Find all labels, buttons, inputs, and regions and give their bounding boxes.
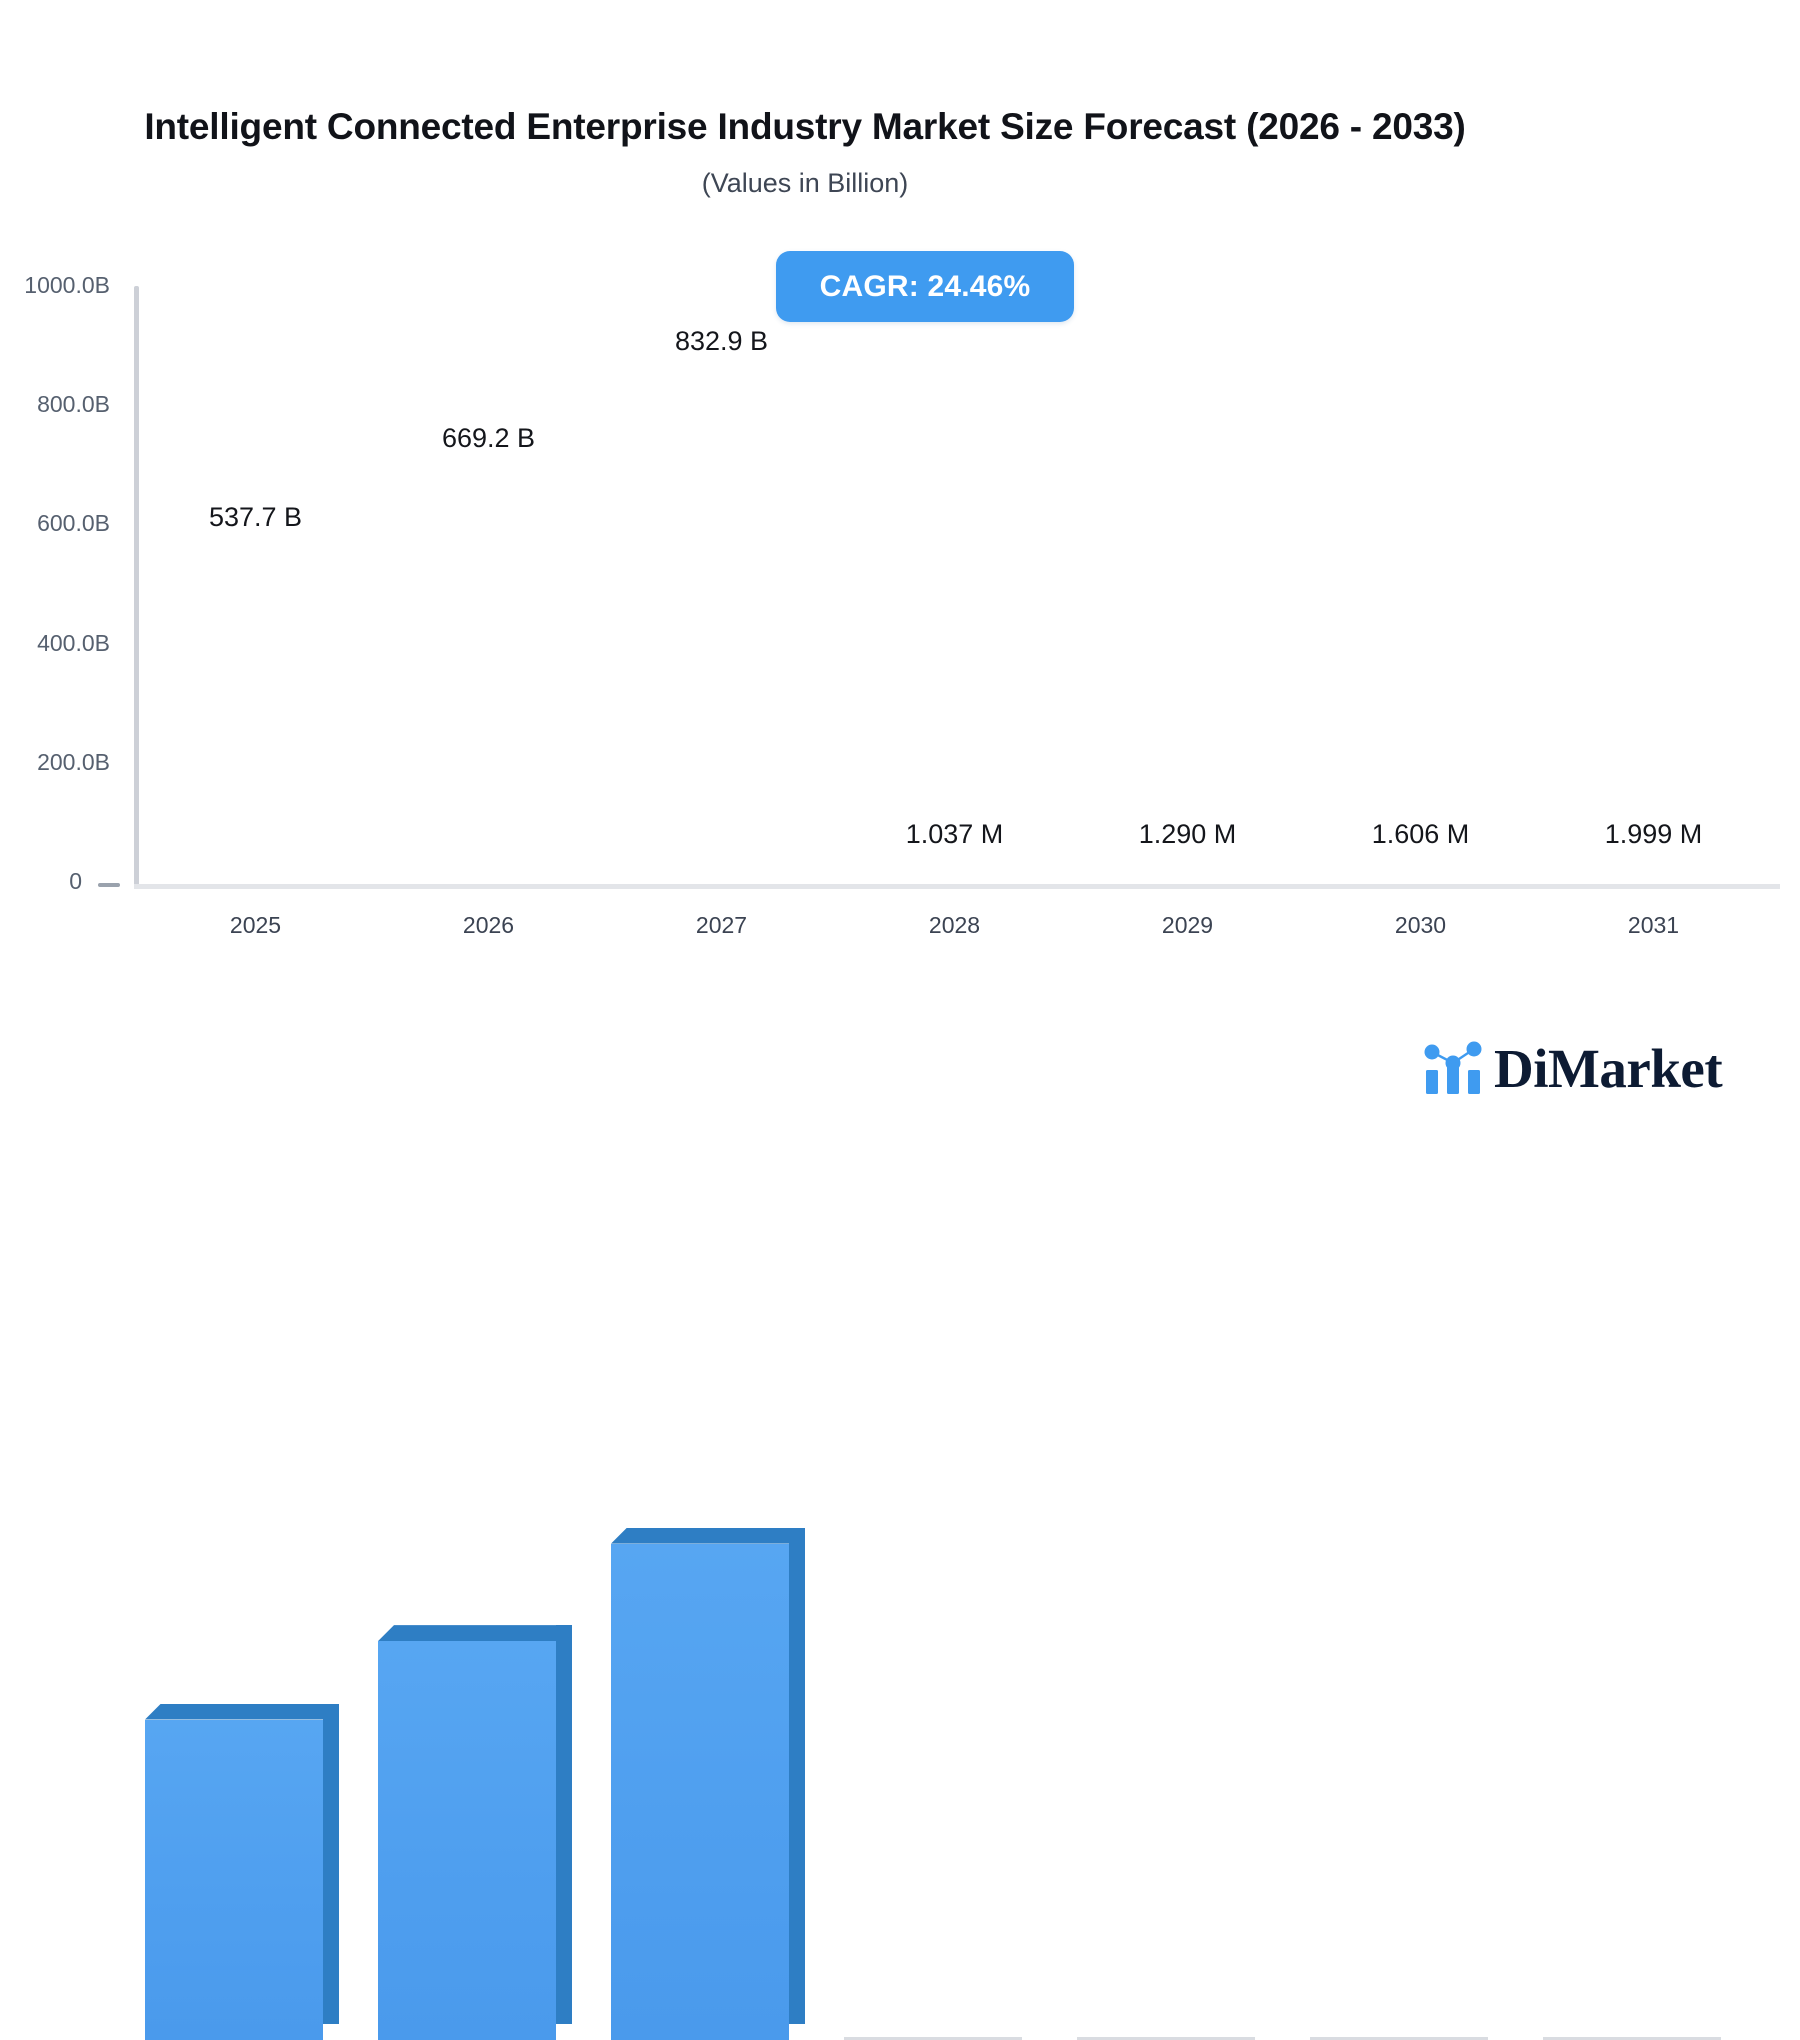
y-axis-tick-label: 200.0B <box>37 748 110 775</box>
x-axis-tick-label: 2026 <box>462 912 515 938</box>
bar-value-label: 537.7 B <box>208 501 303 532</box>
bar-side-face <box>789 1527 805 2024</box>
bar-front-face <box>611 1543 789 2040</box>
x-axis-tick-label: 2028 <box>928 912 981 938</box>
bar-value-label: 1.290 M <box>1138 819 1237 849</box>
cagr-badge: CAGR: 24.46% <box>776 251 1074 322</box>
logo-wordmark: DiMarket <box>1494 1037 1723 1099</box>
bar-value-label: 1.606 M <box>1371 819 1470 849</box>
y-axis-tick-label: 800.0B <box>37 391 110 418</box>
bar-front-face <box>145 1719 323 2040</box>
bar-top-face <box>611 1527 805 1544</box>
bar-value-label: 1.037 M <box>905 819 1004 849</box>
x-axis-line <box>134 884 1780 889</box>
bar-value-label: 1.999 M <box>1604 819 1703 849</box>
chart-subtitle: (Values in Billion) <box>701 168 909 198</box>
y-axis-tick-label: 0 <box>69 868 82 894</box>
x-axis-tick-label: 2030 <box>1394 912 1447 938</box>
bar-value-label: 669.2 B <box>441 423 536 454</box>
x-axis-tick-label: 2029 <box>1161 912 1214 938</box>
x-axis-tick-label: 2027 <box>695 912 748 938</box>
chart-canvas: Intelligent Connected Enterprise Industr… <box>24 106 1780 2040</box>
plot-area: 0 200.0B 400.0B 600.0B 800.0B 1000.0B 537.7 B 2… <box>24 272 1780 2040</box>
dimarket-logo: DiMarket <box>1424 1037 1723 1099</box>
x-axis-tick-label: 2025 <box>229 912 282 938</box>
y-axis-tick-label: 1000.0B <box>24 272 110 298</box>
chart-title: Intelligent Connected Enterprise Industr… <box>144 106 1466 147</box>
y-axis-tick-label: 400.0B <box>37 629 110 656</box>
bar-side-face <box>556 1625 572 2024</box>
bar-top-face <box>378 1625 572 1642</box>
y-axis-zero-tick <box>98 883 120 887</box>
bar-top-face <box>145 1703 339 1720</box>
y-axis-tick-label: 600.0B <box>37 510 110 537</box>
bar-chart-dots-icon <box>1424 1040 1482 1096</box>
x-axis-tick-label: 2031 <box>1627 912 1680 938</box>
bar-front-face <box>378 1641 556 2040</box>
y-axis-line <box>134 286 139 886</box>
bar-value-label: 832.9 B <box>674 325 769 356</box>
cagr-badge-label: CAGR: 24.46% <box>819 269 1031 303</box>
bar-side-face <box>323 1703 339 2024</box>
